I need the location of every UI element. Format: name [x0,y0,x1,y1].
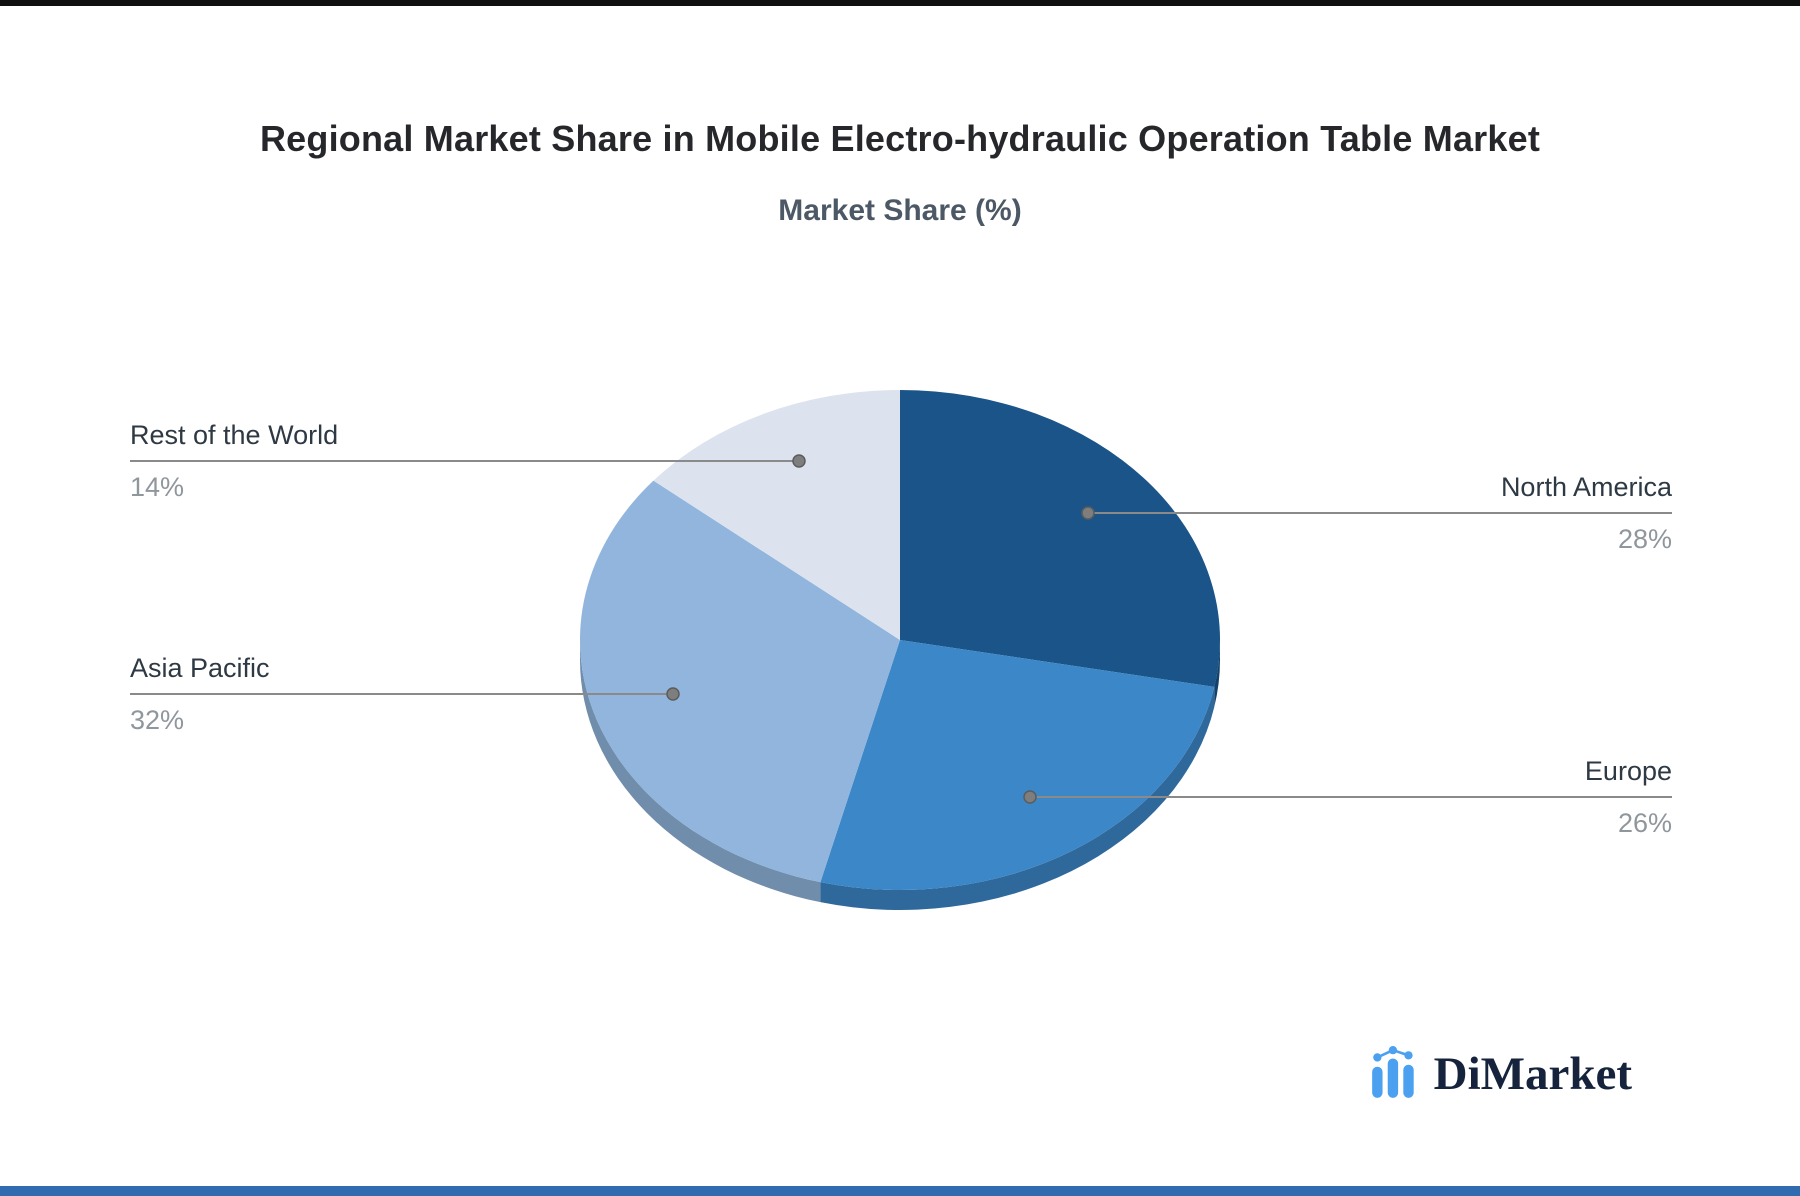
brand-icon-bar [1402,1064,1414,1098]
brand-icon-bar [1387,1058,1398,1098]
leader-dot-north-america [1081,506,1095,520]
chart-subtitle: Market Share (%) [778,194,1022,227]
pie-slice-north-america[interactable] [900,390,1220,687]
brand-name: DiMarket [1433,1048,1632,1100]
window-top-edge [0,0,1800,6]
chart-title: Regional Market Share in Mobile Electro-… [259,118,1541,159]
slice-label-north-america: North America [1500,472,1672,502]
brand-icon [1371,1046,1414,1098]
pie-slice-rim-north-america [1214,640,1220,707]
leader-dot-asia-pacific [666,687,680,701]
slice-value-rest-of-the-world: 14% [130,472,185,502]
pie-slice-asia-pacific[interactable] [580,480,900,883]
brand-logo: DiMarket [1370,1038,1632,1100]
slice-label-europe: Europe [1584,756,1672,786]
brand-icon-bar [1371,1066,1383,1098]
pie-slice-europe[interactable] [820,640,1215,891]
brand-icon-dot [1388,1046,1397,1055]
leader-dot-europe [1023,790,1037,804]
leader-dot-rest-of-the-world [792,454,806,468]
brand-icon-dot [1403,1051,1413,1060]
slice-label-rest-of-the-world: Rest of the World [130,420,339,450]
slice-value-north-america: 28% [1617,524,1672,554]
brand-icon-dot [1372,1053,1382,1062]
slice-value-europe: 26% [1617,808,1672,838]
slice-label-asia-pacific: Asia Pacific [130,653,270,683]
pie-slice-rim-asia-pacific [580,640,821,903]
pie-slice-rest-of-the-world[interactable] [653,390,900,640]
window-bottom-edge [0,1186,1800,1196]
slice-value-asia-pacific: 32% [130,705,185,735]
